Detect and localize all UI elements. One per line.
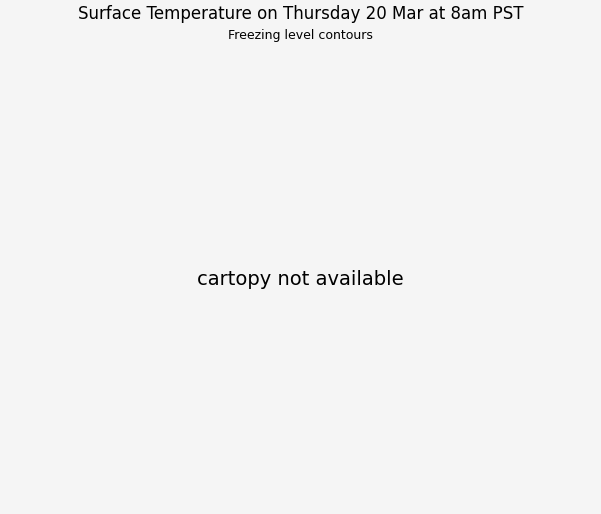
Text: Freezing level contours: Freezing level contours (228, 29, 373, 42)
Text: cartopy not available: cartopy not available (197, 270, 404, 289)
Text: Surface Temperature on Thursday 20 Mar at 8am PST: Surface Temperature on Thursday 20 Mar a… (78, 5, 523, 23)
